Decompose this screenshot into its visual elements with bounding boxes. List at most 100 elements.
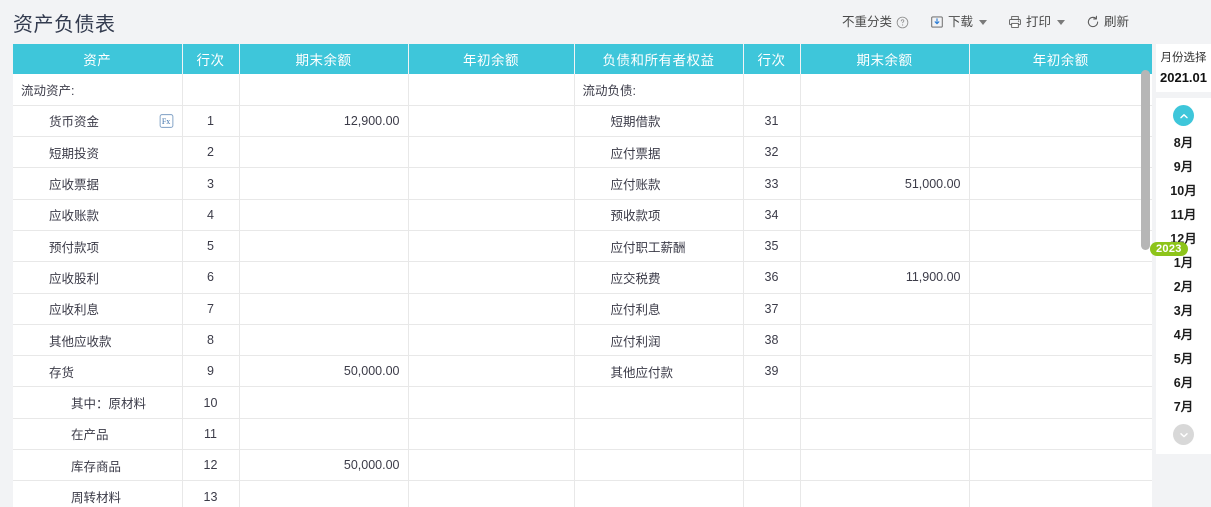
month-item[interactable]: 10月 <box>1170 184 1197 198</box>
asset-end-balance-cell[interactable] <box>239 261 409 294</box>
liability-end-balance-cell[interactable] <box>800 386 970 419</box>
table-vertical-scrollbar[interactable] <box>1141 70 1150 250</box>
chevron-up-circle-icon[interactable] <box>1173 105 1194 126</box>
liability-name-cell[interactable] <box>574 449 744 482</box>
col-header-begin-balance-left[interactable]: 年初余额 <box>408 44 575 74</box>
liability-end-balance-cell[interactable] <box>800 480 970 507</box>
asset-name-cell[interactable]: 应收票据 <box>13 167 183 200</box>
liability-end-balance-cell[interactable] <box>800 418 970 451</box>
asset-end-balance-cell[interactable] <box>239 293 409 325</box>
col-header-begin-balance-right[interactable]: 年初余额 <box>969 44 1152 74</box>
liability-end-balance-cell[interactable] <box>800 293 970 325</box>
liability-begin-balance-cell[interactable] <box>969 324 1152 357</box>
liability-begin-balance-cell[interactable] <box>969 136 1152 169</box>
help-circle-icon[interactable] <box>896 16 909 29</box>
asset-name-cell[interactable]: 在产品 <box>13 418 183 451</box>
asset-end-balance-cell[interactable]: 12,900.00 <box>239 105 409 138</box>
asset-name-cell[interactable]: 存货 <box>13 355 183 388</box>
liability-name-cell[interactable]: 应付利息 <box>574 293 744 325</box>
asset-end-balance-cell[interactable] <box>239 199 409 231</box>
liability-begin-balance-cell[interactable] <box>969 386 1152 419</box>
asset-end-balance-cell[interactable] <box>239 167 409 200</box>
col-header-assets[interactable]: 资产 <box>13 44 183 74</box>
asset-end-balance-cell[interactable] <box>239 480 409 507</box>
month-item[interactable]: 1月 <box>1173 256 1194 270</box>
liability-name-cell[interactable]: 其他应付款 <box>574 355 744 388</box>
asset-begin-balance-cell[interactable] <box>408 480 575 507</box>
asset-begin-balance-cell[interactable] <box>408 167 575 200</box>
liability-name-cell[interactable]: 应付账款 <box>574 167 744 200</box>
table-row[interactable]: 其他应收款 8 应付利润 38 <box>13 324 1152 357</box>
month-item[interactable]: 11月 <box>1170 208 1197 222</box>
liability-name-cell[interactable]: 应交税费 <box>574 261 744 294</box>
col-header-end-balance-right[interactable]: 期末余额 <box>800 44 970 74</box>
month-item[interactable]: 8月 <box>1173 136 1194 150</box>
chevron-down-icon[interactable] <box>978 19 987 25</box>
liability-begin-balance-cell[interactable] <box>969 167 1152 200</box>
liability-begin-balance-cell[interactable] <box>969 261 1152 294</box>
asset-name-cell[interactable]: 其中：原材料 <box>13 386 183 419</box>
refresh-button[interactable]: 刷新 <box>1086 15 1129 29</box>
month-item[interactable]: 6月 <box>1173 376 1194 390</box>
formula-fx-icon[interactable]: Fx <box>159 113 174 128</box>
month-item[interactable]: 2月 <box>1173 280 1194 294</box>
asset-end-balance-cell[interactable] <box>239 230 409 263</box>
col-header-liabilities[interactable]: 负债和所有者权益 <box>574 44 744 74</box>
asset-begin-balance-cell[interactable] <box>408 230 575 263</box>
asset-begin-balance-cell[interactable] <box>408 105 575 138</box>
print-button[interactable]: 打印 <box>1008 15 1065 29</box>
asset-end-balance-cell[interactable] <box>239 74 409 106</box>
asset-begin-balance-cell[interactable] <box>408 293 575 325</box>
asset-begin-balance-cell[interactable] <box>408 136 575 169</box>
table-row[interactable]: 库存商品 12 50,000.00 <box>13 449 1152 482</box>
asset-end-balance-cell[interactable] <box>239 136 409 169</box>
table-row[interactable]: 应收账款 4 预收款项 34 <box>13 199 1152 231</box>
asset-end-balance-cell[interactable] <box>239 386 409 419</box>
liability-begin-balance-cell[interactable] <box>969 199 1152 231</box>
asset-begin-balance-cell[interactable] <box>408 261 575 294</box>
liability-begin-balance-cell[interactable] <box>969 230 1152 263</box>
asset-begin-balance-cell[interactable] <box>408 355 575 388</box>
asset-name-cell[interactable]: 货币资金 Fx <box>13 105 183 138</box>
col-header-line-no-right[interactable]: 行次 <box>743 44 801 74</box>
table-row[interactable]: 应收利息 7 应付利息 37 <box>13 293 1152 325</box>
liability-end-balance-cell[interactable] <box>800 74 970 106</box>
col-header-end-balance-left[interactable]: 期末余额 <box>239 44 409 74</box>
asset-begin-balance-cell[interactable] <box>408 449 575 482</box>
liability-begin-balance-cell[interactable] <box>969 105 1152 138</box>
liability-begin-balance-cell[interactable] <box>969 480 1152 507</box>
chevron-down-circle-icon[interactable] <box>1173 424 1194 445</box>
month-item[interactable]: 9月 <box>1173 160 1194 174</box>
asset-name-cell[interactable]: 流动资产: <box>13 74 183 106</box>
table-row[interactable]: 其中：原材料 10 <box>13 386 1152 419</box>
table-row[interactable]: 货币资金 Fx 1 12,900.00 短期借款 31 <box>13 105 1152 138</box>
asset-name-cell[interactable]: 周转材料 <box>13 480 183 507</box>
liability-end-balance-cell[interactable] <box>800 105 970 138</box>
liability-name-cell[interactable]: 应付利润 <box>574 324 744 357</box>
month-item[interactable]: 7月 <box>1173 400 1194 414</box>
asset-name-cell[interactable]: 短期投资 <box>13 136 183 169</box>
month-item[interactable]: 5月 <box>1173 352 1194 366</box>
asset-begin-balance-cell[interactable] <box>408 324 575 357</box>
month-item[interactable]: 3月 <box>1173 304 1194 318</box>
asset-name-cell[interactable]: 应收股利 <box>13 261 183 294</box>
table-row[interactable]: 存货 9 50,000.00 其他应付款 39 <box>13 355 1152 388</box>
asset-begin-balance-cell[interactable] <box>408 74 575 106</box>
asset-end-balance-cell[interactable] <box>239 418 409 451</box>
asset-name-cell[interactable]: 应收账款 <box>13 199 183 231</box>
asset-name-cell[interactable]: 库存商品 <box>13 449 183 482</box>
asset-end-balance-cell[interactable] <box>239 324 409 357</box>
reclassify-toggle[interactable]: 不重分类 <box>842 16 909 29</box>
liability-end-balance-cell[interactable]: 11,900.00 <box>800 261 970 294</box>
liability-name-cell[interactable]: 流动负债: <box>574 74 744 106</box>
liability-name-cell[interactable]: 应付职工薪酬 <box>574 230 744 263</box>
liability-begin-balance-cell[interactable] <box>969 449 1152 482</box>
asset-end-balance-cell[interactable]: 50,000.00 <box>239 355 409 388</box>
liability-name-cell[interactable]: 预收款项 <box>574 199 744 231</box>
liability-name-cell[interactable]: 短期借款 <box>574 105 744 138</box>
liability-begin-balance-cell[interactable] <box>969 418 1152 451</box>
liability-begin-balance-cell[interactable] <box>969 293 1152 325</box>
table-row[interactable]: 在产品 11 <box>13 418 1152 451</box>
chevron-down-icon[interactable] <box>1056 19 1065 25</box>
asset-begin-balance-cell[interactable] <box>408 418 575 451</box>
